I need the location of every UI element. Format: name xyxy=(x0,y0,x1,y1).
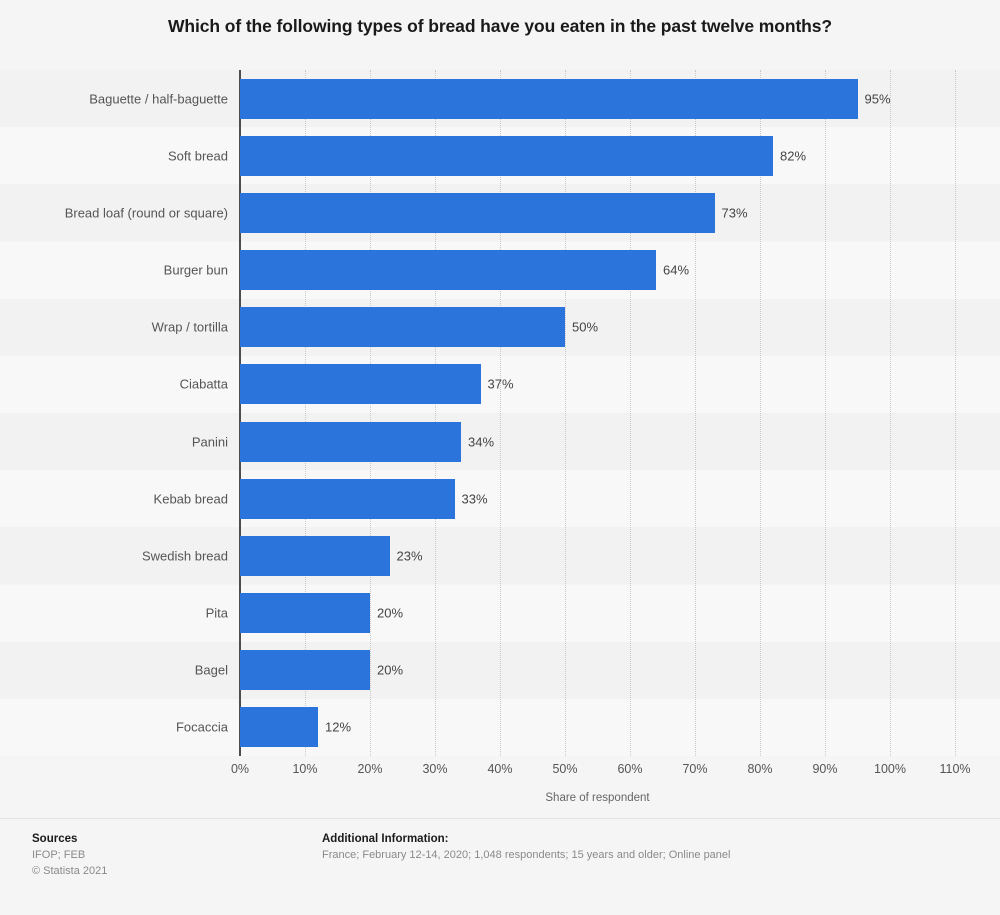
category-label: Bread loaf (round or square) xyxy=(64,205,228,221)
category-label: Wrap / tortilla xyxy=(151,319,228,335)
sources-value: IFOP; FEB xyxy=(32,849,86,861)
bar-value-label: 82% xyxy=(780,148,807,164)
bar-value-label: 64% xyxy=(663,262,690,278)
category-label: Bagel xyxy=(194,662,228,678)
x-axis: 0% 10% 20% 30% 40% 50% 60% 70% 80% 90% 100% 110% xyxy=(0,756,1000,786)
category-label: Kebab bread xyxy=(153,491,228,507)
x-tick-label: 50% xyxy=(552,762,578,776)
plot-area xyxy=(240,70,956,756)
x-tick-label: 60% xyxy=(617,762,643,776)
category-label: Focaccia xyxy=(175,719,228,735)
x-tick-label: 0% xyxy=(230,762,250,776)
bar-row[interactable]: Bread loaf (round or square) 73% xyxy=(0,184,1000,241)
category-label: Panini xyxy=(191,434,228,450)
bar-value-label: 20% xyxy=(377,605,404,621)
bar[interactable] xyxy=(240,593,370,634)
bar-row[interactable]: Kebab bread 33% xyxy=(0,470,1000,527)
bar[interactable] xyxy=(240,535,390,576)
x-tick-label: 10% xyxy=(292,762,318,776)
bar-row[interactable]: Bagel 20% xyxy=(0,642,1000,699)
bar-value-label: 95% xyxy=(864,91,891,107)
bar-value-label: 12% xyxy=(325,719,352,735)
category-label: Burger bun xyxy=(163,262,228,278)
x-tick-label: 20% xyxy=(357,762,383,776)
bar[interactable] xyxy=(240,78,858,119)
gridline xyxy=(370,70,371,756)
bar-value-label: 50% xyxy=(572,319,599,335)
bar[interactable] xyxy=(240,707,318,748)
x-tick-label: 110% xyxy=(939,762,971,776)
bar-chart: Baguette / half-baguette 95% Soft bread 82%… xyxy=(0,70,1000,756)
sources-block: Sources IFOP; FEB © Statista 2021 xyxy=(32,831,312,879)
category-label: Pita xyxy=(205,605,228,621)
bar-row[interactable]: Baguette / half-baguette 95% xyxy=(0,70,1000,127)
gridline xyxy=(760,70,761,756)
sources-heading: Sources xyxy=(32,833,78,845)
gridline xyxy=(825,70,826,756)
x-axis-title: Share of respondent xyxy=(545,792,650,804)
bar[interactable] xyxy=(240,192,715,233)
category-label: Ciabatta xyxy=(179,376,228,392)
gridline xyxy=(500,70,501,756)
bar-row[interactable]: Soft bread 82% xyxy=(0,127,1000,184)
bar-value-label: 23% xyxy=(396,548,423,564)
bar[interactable] xyxy=(240,650,370,691)
x-tick-label: 40% xyxy=(487,762,513,776)
bar-value-label: 73% xyxy=(721,205,748,221)
gridline xyxy=(630,70,631,756)
x-tick-label: 90% xyxy=(812,762,838,776)
bar-row[interactable]: Panini 34% xyxy=(0,413,1000,470)
gridline xyxy=(305,70,306,756)
x-tick-label: 70% xyxy=(682,762,708,776)
footer: Sources IFOP; FEB © Statista 2021 Additi… xyxy=(0,828,1000,915)
gridline xyxy=(890,70,891,756)
additional-information-block: Additional Information: France; February… xyxy=(322,831,982,863)
gridline xyxy=(955,70,956,756)
bar-row[interactable]: Pita 20% xyxy=(0,585,1000,642)
bar-value-label: 20% xyxy=(377,662,404,678)
y-axis-line xyxy=(239,70,241,756)
bar-value-label: 37% xyxy=(487,376,514,392)
x-tick-label: 30% xyxy=(422,762,448,776)
bar[interactable] xyxy=(240,421,461,462)
additional-information-value: France; February 12-14, 2020; 1,048 resp… xyxy=(322,849,731,861)
bar[interactable] xyxy=(240,478,455,519)
bar[interactable] xyxy=(240,364,481,405)
x-tick-label: 100% xyxy=(874,762,906,776)
bar[interactable] xyxy=(240,307,565,348)
bar-value-label: 34% xyxy=(468,434,495,450)
page-title: Which of the following types of bread ha… xyxy=(168,16,832,36)
bar-row[interactable]: Swedish bread 23% xyxy=(0,527,1000,584)
gridline xyxy=(435,70,436,756)
bar[interactable] xyxy=(240,135,773,176)
category-label: Swedish bread xyxy=(142,548,228,564)
bar-row[interactable]: Wrap / tortilla 50% xyxy=(0,299,1000,356)
bar-value-label: 33% xyxy=(461,491,488,507)
bar-row[interactable]: Burger bun 64% xyxy=(0,242,1000,299)
x-tick-label: 80% xyxy=(747,762,773,776)
bar[interactable] xyxy=(240,250,656,291)
category-label: Soft bread xyxy=(168,148,228,164)
footer-divider xyxy=(0,818,1000,819)
gridline xyxy=(695,70,696,756)
bar-row[interactable]: Focaccia 12% xyxy=(0,699,1000,756)
gridline xyxy=(565,70,566,756)
copyright-notice: © Statista 2021 xyxy=(32,865,108,877)
additional-information-heading: Additional Information: xyxy=(322,833,449,845)
category-label: Baguette / half-baguette xyxy=(89,91,228,107)
bar-row[interactable]: Ciabatta 37% xyxy=(0,356,1000,413)
